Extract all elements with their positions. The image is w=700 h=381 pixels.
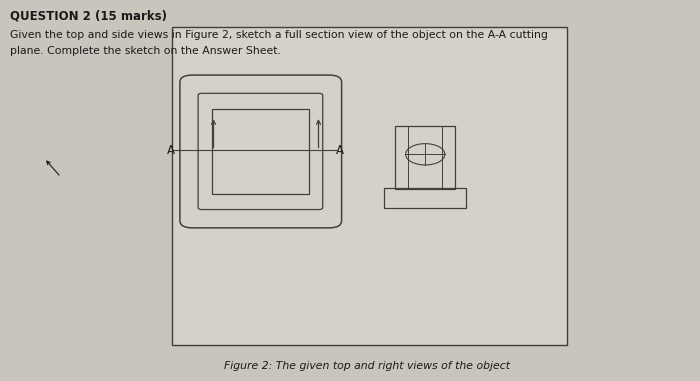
Text: QUESTION 2 (15 marks): QUESTION 2 (15 marks) [10,10,167,22]
Bar [172,27,567,345]
Bar [212,109,309,194]
Text: A: A [336,144,344,157]
Bar [395,126,455,189]
Text: A: A [167,144,175,157]
Bar [384,188,466,208]
Text: Given the top and side views in Figure 2, sketch a full section view of the obje: Given the top and side views in Figure 2… [10,30,548,40]
Text: Figure 2: The given top and right views of the object: Figure 2: The given top and right views … [225,361,510,371]
Text: plane. Complete the sketch on the Answer Sheet.: plane. Complete the sketch on the Answer… [10,46,281,56]
